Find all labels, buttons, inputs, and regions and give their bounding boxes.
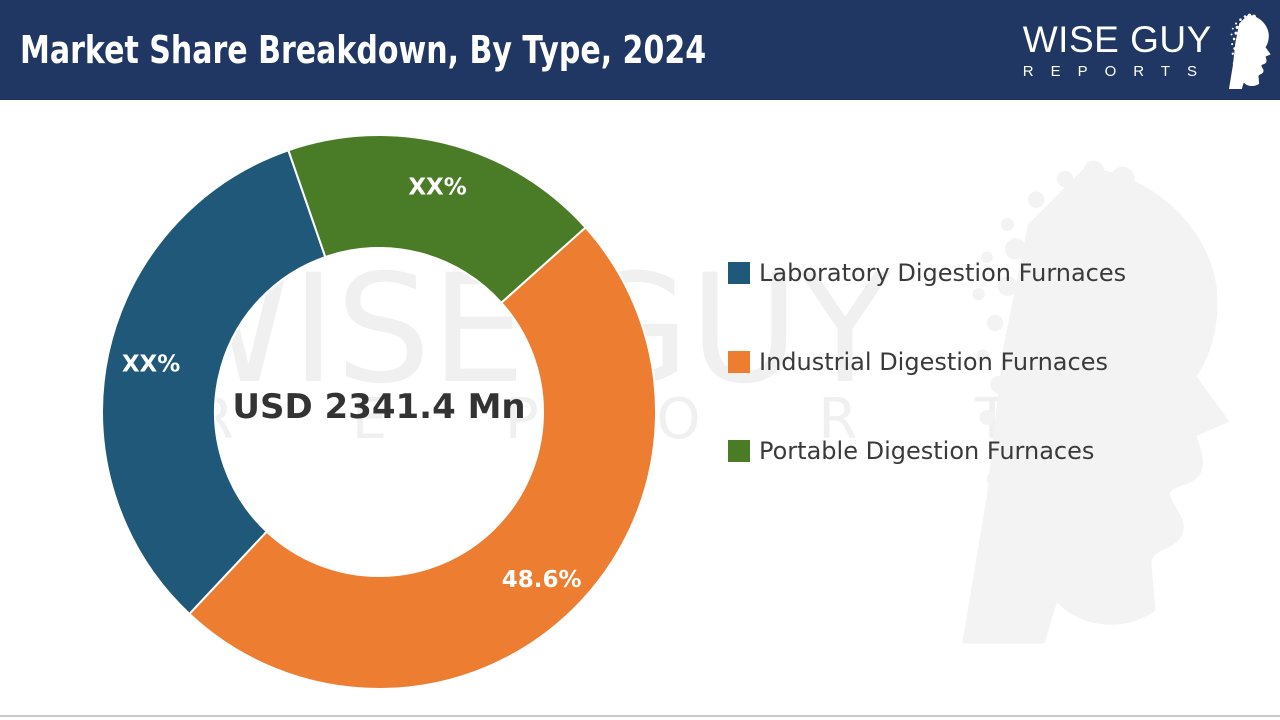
logo-subtext: REPORTS xyxy=(1022,63,1214,80)
slice-percent-label: XX% xyxy=(408,175,467,201)
wiseguy-face-icon xyxy=(1228,13,1271,89)
slice-percent-label: 48.6% xyxy=(502,567,582,593)
chart-center-label: USD 2341.4 Mn xyxy=(232,387,526,427)
legend-item-3: Portable Digestion Furnaces xyxy=(728,436,1126,466)
legend-label: Portable Digestion Furnaces xyxy=(759,437,1095,465)
legend-label: Industrial Digestion Furnaces xyxy=(759,348,1108,376)
legend-swatch xyxy=(728,262,750,284)
bottom-divider xyxy=(0,715,1280,717)
legend-item-1: Laboratory Digestion Furnaces xyxy=(728,258,1126,288)
watermark-face-icon xyxy=(962,160,1230,644)
chart-legend: Laboratory Digestion Furnaces Industrial … xyxy=(728,258,1126,525)
donut-slice-1 xyxy=(101,149,327,615)
legend-item-2: Industrial Digestion Furnaces xyxy=(728,347,1126,377)
page-title: Market Share Breakdown, By Type, 2024 xyxy=(20,28,707,72)
slice-percent-label: XX% xyxy=(122,351,181,377)
legend-swatch xyxy=(728,440,750,462)
donut-chart: XX% 48.6% XX% xyxy=(101,134,657,691)
legend-swatch xyxy=(728,351,750,373)
wiseguy-logo: WISE GUY REPORTS xyxy=(1023,9,1274,91)
legend-label: Laboratory Digestion Furnaces xyxy=(759,259,1127,287)
donut-slice-3 xyxy=(287,134,587,304)
header: Market Share Breakdown, By Type, 2024 WI… xyxy=(0,0,1280,100)
logo-wordmark: WISE GUY xyxy=(1022,19,1212,60)
donut-slice-2 xyxy=(188,226,657,691)
